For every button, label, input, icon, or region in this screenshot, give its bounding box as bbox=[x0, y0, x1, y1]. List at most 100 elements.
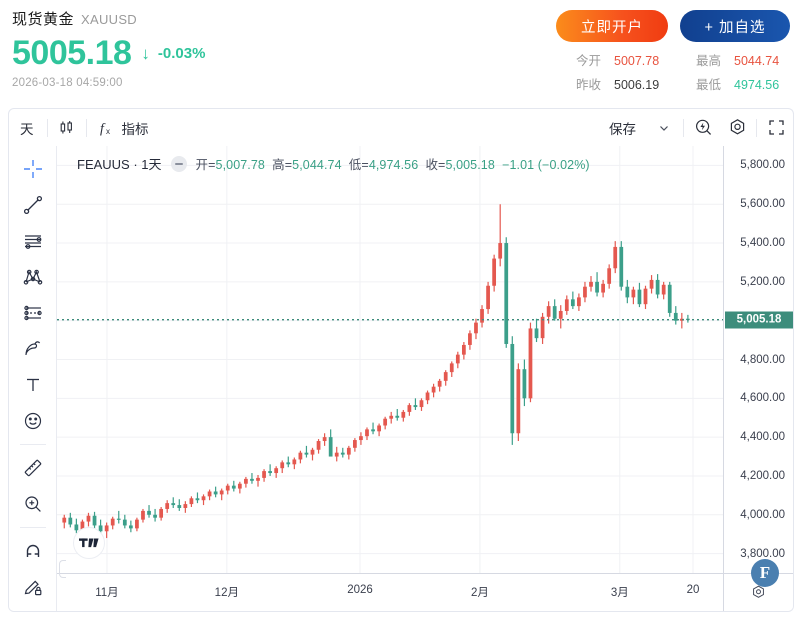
stat-low: 最低 4974.56 bbox=[696, 74, 790, 93]
measure-ruler-icon[interactable] bbox=[16, 451, 50, 485]
quote-header: 现货黄金 XAUUSD 5005.18 ↓ -0.03% 2026-03-18 … bbox=[0, 0, 802, 108]
stat-high: 最高 5044.74 bbox=[696, 50, 790, 69]
toolbar-divider bbox=[46, 118, 48, 137]
rail-divider-1 bbox=[19, 444, 46, 445]
save-menu-button[interactable] bbox=[647, 114, 681, 142]
legend-change-abs: −1.01 bbox=[502, 158, 535, 172]
legend-low-value: 4,974.56 bbox=[368, 158, 419, 172]
legend-title: FEAUUS · 1天 bbox=[77, 157, 162, 172]
stat-prevclose: 昨收 5006.19 bbox=[576, 74, 670, 93]
time-axis-settings-button[interactable] bbox=[723, 574, 793, 611]
time-tick: 12月 bbox=[214, 587, 239, 599]
price-tick: 4,200.00 bbox=[740, 469, 785, 482]
chart-settings-button[interactable] bbox=[720, 114, 754, 142]
toolbar-divider-4 bbox=[756, 118, 757, 137]
legend-open-label: 开 bbox=[195, 158, 209, 172]
stat-high-label: 最高 bbox=[696, 54, 722, 68]
toolbar-divider-2 bbox=[85, 118, 87, 137]
pencil-lock-icon[interactable] bbox=[16, 570, 50, 604]
interval-label: 天 bbox=[20, 121, 34, 137]
trend-line-icon[interactable] bbox=[16, 188, 50, 222]
current-price-badge: 5,005.18 bbox=[725, 311, 793, 329]
time-tick: 20 bbox=[686, 584, 700, 596]
rail-divider-2 bbox=[19, 527, 46, 528]
legend-open-value: 5,007.78 bbox=[215, 158, 265, 172]
symbol-code: XAUUSD bbox=[81, 12, 137, 27]
save-label: 保存 bbox=[609, 121, 636, 137]
lightning-search-icon bbox=[694, 118, 713, 137]
direction-arrow-icon: ↓ bbox=[141, 43, 150, 63]
indicators-button[interactable]: f x 指标 bbox=[89, 114, 160, 142]
time-tick: 2026 bbox=[347, 584, 373, 596]
fullscreen-icon bbox=[768, 119, 785, 136]
candlestick-icon bbox=[58, 119, 75, 136]
stat-low-value: 4974.56 bbox=[734, 78, 780, 92]
stat-open-label: 今开 bbox=[576, 54, 602, 68]
price-tick: 4,000.00 bbox=[740, 508, 785, 521]
text-tool-icon[interactable] bbox=[16, 368, 50, 402]
stat-high-value: 5044.74 bbox=[734, 54, 780, 68]
stat-prevclose-label: 昨收 bbox=[576, 78, 602, 92]
chart-shell: FEAUUS · 1天 开=5,007.78 高=5,044.74 低=4,97… bbox=[8, 146, 794, 612]
last-price: 5005.18 bbox=[12, 34, 132, 72]
stat-low-label: 最低 bbox=[696, 78, 722, 92]
cta-buttons: 立即开户 + 加自选 bbox=[556, 10, 790, 42]
quote-stats-col-left: 今开 5007.78 昨收 5006.19 bbox=[576, 50, 670, 93]
symbol-row: 现货黄金 XAUUSD bbox=[12, 8, 790, 30]
stat-prevclose-value: 5006.19 bbox=[614, 78, 660, 92]
horizontal-lines-icon[interactable] bbox=[16, 224, 50, 258]
site-watermark-logo: F bbox=[751, 559, 779, 587]
quote-timestamp: 2026-03-18 04:59:00 bbox=[12, 77, 123, 89]
price-tick: 5,200.00 bbox=[740, 275, 785, 288]
price-tick: 4,400.00 bbox=[740, 431, 785, 444]
brush-icon[interactable] bbox=[16, 332, 50, 366]
chart-scroll-handle[interactable] bbox=[59, 560, 66, 578]
legend-change-pct: (−0.02%) bbox=[537, 158, 590, 172]
legend-close-value: 5,005.18 bbox=[445, 158, 495, 172]
hide-series-icon[interactable] bbox=[170, 155, 187, 172]
stat-open-value: 5007.78 bbox=[614, 54, 660, 68]
add-watchlist-button[interactable]: + 加自选 bbox=[680, 10, 790, 42]
symbol-name: 现货黄金 bbox=[12, 11, 75, 28]
price-axis[interactable]: 5,800.005,600.005,400.005,200.005,000.00… bbox=[723, 146, 793, 573]
elliott-wave-icon[interactable] bbox=[16, 260, 50, 294]
fib-retracement-icon[interactable] bbox=[16, 296, 50, 330]
chart-legend: FEAUUS · 1天 开=5,007.78 高=5,044.74 低=4,97… bbox=[77, 154, 590, 173]
price-tick: 5,400.00 bbox=[740, 237, 785, 250]
time-tick: 2月 bbox=[470, 587, 489, 599]
drawing-toolbar bbox=[9, 146, 57, 611]
crosshair-icon[interactable] bbox=[16, 152, 50, 186]
legend-close-label: 收 bbox=[425, 158, 439, 172]
price-tick: 3,800.00 bbox=[740, 547, 785, 560]
svg-text:f: f bbox=[100, 121, 106, 136]
fx-icon: f x bbox=[100, 120, 116, 136]
chart-plot-area[interactable]: FEAUUS · 1天 开=5,007.78 高=5,044.74 低=4,97… bbox=[57, 146, 723, 573]
price-tick: 5,800.00 bbox=[740, 159, 785, 172]
emoji-icon[interactable] bbox=[16, 404, 50, 438]
time-axis[interactable]: 11月 12月 2026 2月 3月 20 bbox=[57, 573, 793, 611]
price-tick: 4,800.00 bbox=[740, 353, 785, 366]
fullscreen-button[interactable] bbox=[759, 114, 793, 142]
indicators-label: 指标 bbox=[121, 121, 149, 137]
tradingview-logo-icon[interactable] bbox=[73, 527, 105, 559]
save-button[interactable]: 保存 bbox=[598, 114, 647, 142]
candlestick-canvas bbox=[57, 146, 723, 573]
legend-low-label: 低 bbox=[348, 158, 362, 172]
legend-ohlc: 开=5,007.78 高=5,044.74 低=4,974.56 收=5,005… bbox=[195, 158, 590, 172]
price-tick: 4,600.00 bbox=[740, 392, 785, 405]
open-account-button[interactable]: 立即开户 bbox=[556, 10, 668, 42]
zoom-in-icon[interactable] bbox=[16, 487, 50, 521]
price-row: 5005.18 ↓ -0.03% bbox=[12, 32, 790, 74]
chevron-down-icon bbox=[658, 122, 670, 134]
magnet-icon[interactable] bbox=[16, 534, 50, 568]
legend-high-label: 高 bbox=[272, 158, 285, 172]
time-tick: 11月 bbox=[95, 587, 119, 599]
chart-toolbar: 天 f x 指标 bbox=[8, 108, 794, 146]
chart-type-button[interactable] bbox=[50, 114, 84, 142]
toolbar-divider-3 bbox=[683, 118, 684, 137]
legend-high-value: 5,044.74 bbox=[292, 158, 342, 172]
interval-selector[interactable]: 天 bbox=[9, 114, 45, 142]
svg-text:x: x bbox=[106, 127, 110, 136]
alert-button[interactable] bbox=[686, 114, 720, 142]
